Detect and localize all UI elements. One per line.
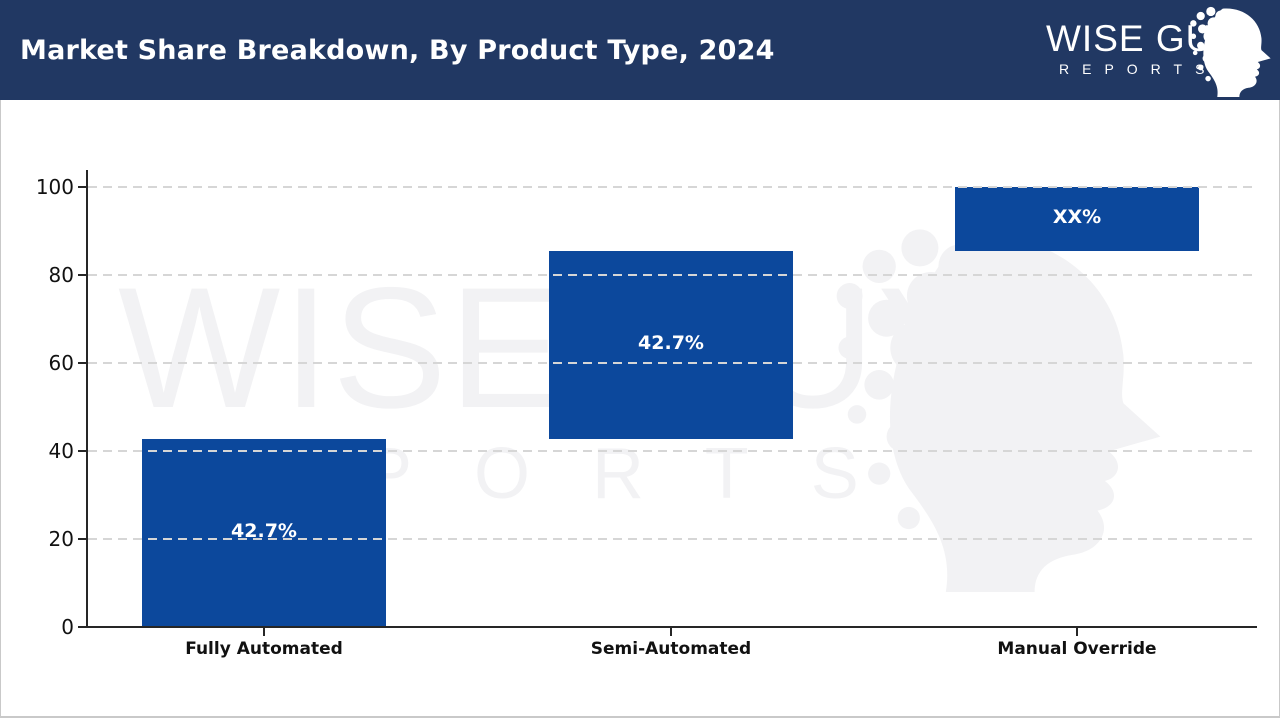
y-axis-tick-label: 0 bbox=[61, 615, 74, 639]
x-category-label: Fully Automated bbox=[185, 639, 343, 659]
y-axis-tick bbox=[78, 626, 87, 628]
header-bar: Market Share Breakdown, By Product Type,… bbox=[0, 0, 1280, 100]
y-axis-tick-label: 80 bbox=[48, 263, 74, 287]
y-axis-tick bbox=[78, 362, 87, 364]
x-axis-tick bbox=[1076, 628, 1078, 636]
logo-head-icon bbox=[1190, 6, 1271, 97]
x-axis-tick bbox=[670, 628, 672, 636]
y-axis-line bbox=[86, 170, 88, 628]
bar-value-label: 42.7% bbox=[638, 332, 704, 355]
y-axis-tick-label: 20 bbox=[48, 527, 74, 551]
bar bbox=[549, 251, 793, 440]
x-category-label: Manual Override bbox=[997, 639, 1157, 659]
bar-value-label: 42.7% bbox=[231, 520, 297, 543]
y-axis-tick bbox=[78, 186, 87, 188]
gridline bbox=[88, 186, 1256, 188]
y-axis-tick bbox=[78, 274, 87, 276]
y-axis-tick-label: 100 bbox=[35, 175, 74, 199]
x-axis-tick bbox=[263, 628, 265, 636]
y-axis-tick bbox=[78, 450, 87, 452]
y-axis-tick-label: 40 bbox=[48, 439, 74, 463]
page-title: Market Share Breakdown, By Product Type,… bbox=[20, 34, 775, 66]
gridline bbox=[88, 538, 1256, 540]
x-axis-line bbox=[86, 626, 1257, 628]
gridline bbox=[88, 450, 1256, 452]
y-axis-tick bbox=[78, 538, 87, 540]
gridline bbox=[88, 274, 1256, 276]
logo-subtext: REPORTS bbox=[1059, 61, 1218, 77]
y-axis-tick-label: 60 bbox=[48, 351, 74, 375]
gridline bbox=[88, 362, 1256, 364]
bar bbox=[142, 439, 386, 627]
bar-value-label: XX% bbox=[1052, 206, 1102, 229]
x-category-label: Semi-Automated bbox=[590, 639, 752, 659]
brand-logo: WISE GUY REPORTS bbox=[1040, 0, 1280, 100]
